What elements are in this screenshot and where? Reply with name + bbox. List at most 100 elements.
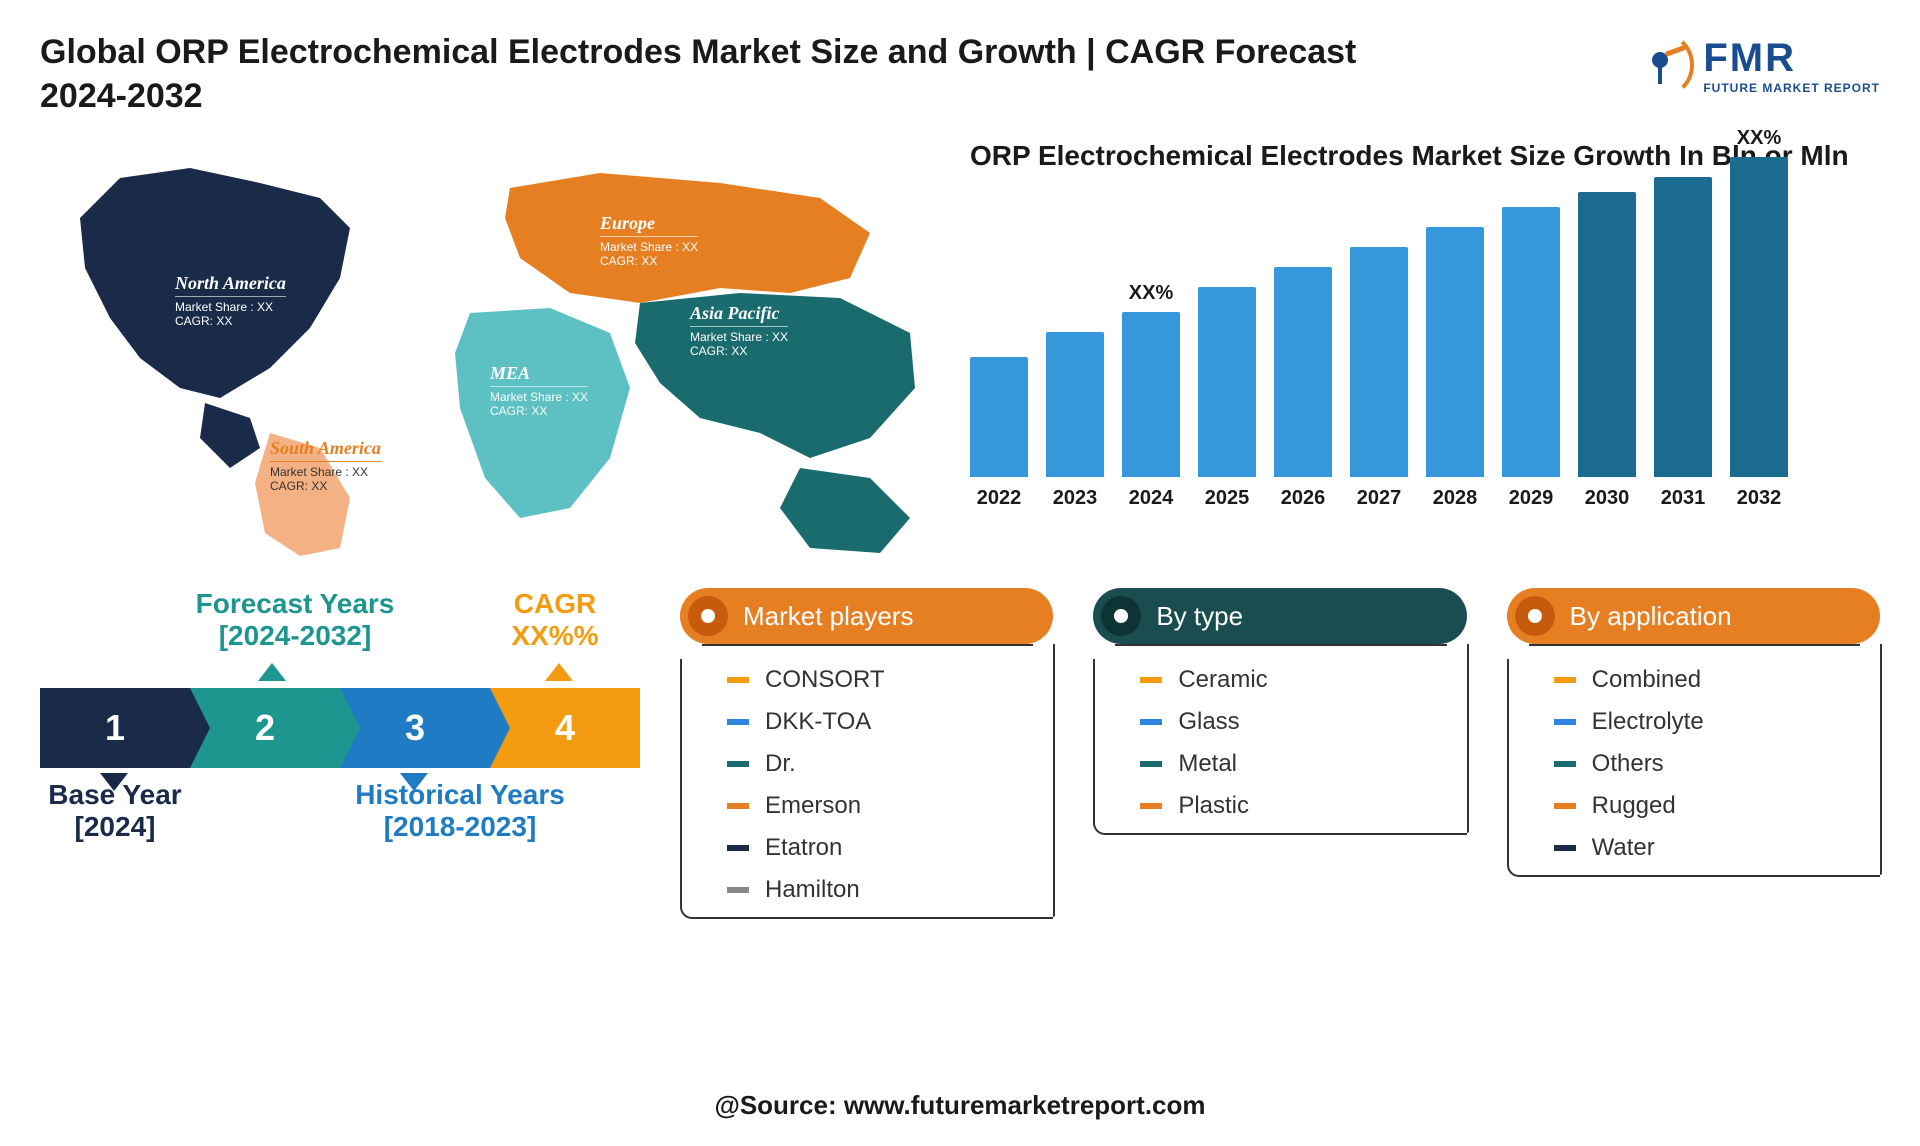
chart-bar xyxy=(970,357,1028,477)
chart-bar xyxy=(1578,192,1636,477)
chart-bar xyxy=(1730,157,1788,477)
bar-chart-section: ORP Electrochemical Electrodes Market Si… xyxy=(970,138,1880,558)
bar-group: 2027 xyxy=(1350,247,1408,510)
map-label-ap: Asia PacificMarket Share : XXCAGR: XX xyxy=(690,303,788,358)
category-dot-icon xyxy=(1101,596,1141,636)
category-item: DKK-TOA xyxy=(702,701,1053,743)
timeline-arrow-icon xyxy=(400,773,428,791)
bar-year-label: 2024 xyxy=(1129,487,1174,510)
chart-bar xyxy=(1198,287,1256,477)
category-item-label: Hamilton xyxy=(765,876,860,904)
category-column: Market players CONSORT DKK-TOADr.Emerson E… xyxy=(680,588,1053,919)
bar-year-label: 2030 xyxy=(1585,487,1630,510)
category-item: Glass xyxy=(1115,701,1466,743)
category-item: Plastic xyxy=(1115,785,1466,827)
bullet-icon xyxy=(727,677,749,683)
map-svg xyxy=(40,138,940,558)
bullet-icon xyxy=(1554,761,1576,767)
bar-annotation: XX% xyxy=(1129,282,1173,305)
category-list: CONSORT DKK-TOADr.Emerson Etatron Hamilton xyxy=(680,659,1053,919)
category-list: Combined Electrolyte Others Rugged Water xyxy=(1507,659,1880,877)
telescope-icon xyxy=(1625,30,1695,100)
bar-group: 2028 xyxy=(1426,227,1484,510)
bullet-icon xyxy=(727,845,749,851)
timeline-arrow-icon xyxy=(258,663,286,681)
forecast-label: Forecast Years[2024-2032] xyxy=(195,588,395,652)
category-item: Combined xyxy=(1529,659,1880,701)
page-title: Global ORP Electrochemical Electrodes Ma… xyxy=(40,30,1440,118)
map-label-mea: MEAMarket Share : XXCAGR: XX xyxy=(490,363,588,418)
timeline-arrow-icon xyxy=(100,773,128,791)
bar-year-label: 2022 xyxy=(977,487,1022,510)
chart-bar xyxy=(1350,247,1408,477)
brand-logo: FMR FUTURE MARKET REPORT xyxy=(1625,30,1880,100)
header: Global ORP Electrochemical Electrodes Ma… xyxy=(40,30,1880,118)
category-item: Emerson xyxy=(702,785,1053,827)
bar-year-label: 2028 xyxy=(1433,487,1478,510)
bullet-icon xyxy=(1554,719,1576,725)
category-item: Hamilton xyxy=(702,869,1053,911)
source-text: @Source: www.futuremarketreport.com xyxy=(0,1090,1920,1121)
category-item: Ceramic xyxy=(1115,659,1466,701)
category-item-label: Water xyxy=(1592,834,1655,862)
bar-group: 2022 xyxy=(970,357,1028,510)
bar-year-label: 2023 xyxy=(1053,487,1098,510)
category-item-label: Others xyxy=(1592,750,1664,778)
timeline-section: Forecast Years[2024-2032] CAGRXX%% 1234 … xyxy=(40,588,640,768)
bar-year-label: 2026 xyxy=(1281,487,1326,510)
timeline-segment: 3 xyxy=(340,688,490,768)
historical-label: Historical Years[2018-2023] xyxy=(340,779,580,843)
timeline-arrow-icon xyxy=(545,663,573,681)
bullet-icon xyxy=(1554,845,1576,851)
timeline-bar: 1234 xyxy=(40,688,640,768)
category-item: Dr. xyxy=(702,743,1053,785)
bullet-icon xyxy=(727,803,749,809)
category-item-label: Etatron xyxy=(765,834,842,862)
timeline-segment: 2 xyxy=(190,688,340,768)
chart-bar xyxy=(1122,312,1180,477)
timeline-segment: 4 xyxy=(490,688,640,768)
category-list: Ceramic GlassMetal Plastic xyxy=(1093,659,1466,835)
category-item-label: Plastic xyxy=(1178,792,1249,820)
bar-group: 2031 xyxy=(1654,177,1712,510)
category-title: By type xyxy=(1156,601,1243,632)
bullet-icon xyxy=(727,887,749,893)
bar-group: XX%2032 xyxy=(1730,157,1788,510)
bar-group: 2025 xyxy=(1198,287,1256,510)
category-header: Market players xyxy=(680,588,1053,644)
bar-year-label: 2032 xyxy=(1737,487,1782,510)
chart-bar xyxy=(1502,207,1560,477)
bullet-icon xyxy=(1140,803,1162,809)
bar-year-label: 2031 xyxy=(1661,487,1706,510)
bar-group: 2030 xyxy=(1578,192,1636,510)
category-dot-icon xyxy=(688,596,728,636)
categories-row: Market players CONSORT DKK-TOADr.Emerson E… xyxy=(680,588,1880,919)
bar-group: 2026 xyxy=(1274,267,1332,510)
category-item: Rugged xyxy=(1529,785,1880,827)
logo-text: FMR xyxy=(1703,36,1880,81)
category-item: Etatron xyxy=(702,827,1053,869)
map-label-europe: EuropeMarket Share : XXCAGR: XX xyxy=(600,213,698,268)
category-item-label: CONSORT xyxy=(765,666,885,694)
bullet-icon xyxy=(1140,677,1162,683)
map-label-na: North AmericaMarket Share : XXCAGR: XX xyxy=(175,273,286,328)
category-item-label: Ceramic xyxy=(1178,666,1267,694)
category-item-label: Electrolyte xyxy=(1592,708,1704,736)
world-map: North AmericaMarket Share : XXCAGR: XX So… xyxy=(40,138,940,558)
chart-bar xyxy=(1046,332,1104,477)
timeline-segment: 1 xyxy=(40,688,190,768)
bar-group: 2029 xyxy=(1502,207,1560,510)
category-header: By type xyxy=(1093,588,1466,644)
category-item: Water xyxy=(1529,827,1880,869)
category-title: By application xyxy=(1570,601,1732,632)
bar-year-label: 2027 xyxy=(1357,487,1402,510)
category-column: By type Ceramic GlassMetal Plastic xyxy=(1093,588,1466,919)
category-item: Electrolyte xyxy=(1529,701,1880,743)
bullet-icon xyxy=(1140,719,1162,725)
category-item-label: Combined xyxy=(1592,666,1701,694)
category-item: Metal xyxy=(1115,743,1466,785)
bar-year-label: 2025 xyxy=(1205,487,1250,510)
map-label-sa: South AmericaMarket Share : XXCAGR: XX xyxy=(270,438,381,493)
category-item: Others xyxy=(1529,743,1880,785)
bar-chart: 2022 2023 XX% 2024 2025 2026 2027 2028 2029 2030 2… xyxy=(970,190,1880,510)
